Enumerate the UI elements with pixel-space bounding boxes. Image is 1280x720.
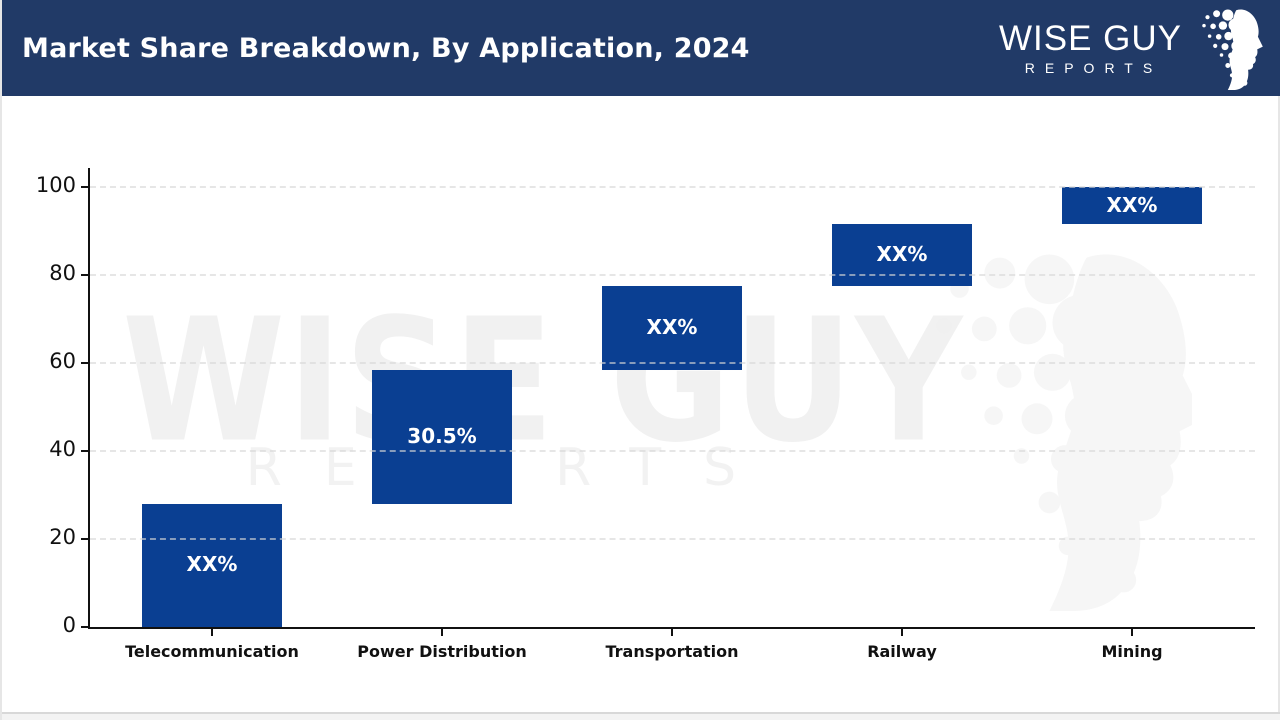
y-tick-mark	[81, 274, 88, 276]
wise-guy-logo: WISE GUY REPORTS	[999, 6, 1264, 90]
y-tick-label: 80	[49, 261, 76, 285]
logo-text: WISE GUY REPORTS	[998, 19, 1182, 77]
bar-value-label: XX%	[876, 242, 928, 267]
y-gridline	[90, 538, 1255, 540]
y-gridline	[90, 274, 1255, 276]
page-title: Market Share Breakdown, By Application, …	[22, 32, 750, 64]
y-tick-label: 100	[35, 173, 76, 197]
y-gridline	[90, 450, 1255, 452]
x-tick-mark	[671, 629, 673, 636]
y-tick-mark	[81, 186, 88, 188]
y-tick-mark	[81, 450, 88, 452]
x-tick-mark	[441, 629, 443, 636]
bar	[372, 369, 512, 504]
logo-wordmark: WISE GUY	[998, 19, 1182, 58]
x-tick-mark	[211, 629, 213, 636]
y-tick-label: 0	[62, 613, 76, 637]
y-tick-mark	[81, 538, 88, 540]
bar	[142, 503, 282, 627]
waterfall-chart: 0 20 40 60 80 100 XX% Telecommunication 30.5% Pow…	[36, 168, 1255, 661]
x-category-label: Transportation	[605, 642, 739, 661]
bar	[602, 286, 742, 370]
x-category-label: Power Distribution	[357, 642, 527, 661]
x-category-label: Mining	[1101, 642, 1163, 661]
y-tick-label: 40	[49, 437, 76, 461]
wise-guy-head-icon	[1202, 9, 1263, 90]
x-tick-mark	[1131, 629, 1133, 636]
y-axis-line	[88, 168, 90, 629]
x-category-label: Telecommunication	[125, 642, 299, 661]
bar-value-label: XX%	[186, 552, 238, 577]
logo-subtitle: REPORTS	[1024, 60, 1163, 76]
footer-strip	[2, 712, 1280, 720]
x-axis-line	[88, 627, 1255, 629]
bar-value-label: XX%	[646, 314, 698, 339]
header-band: Market Share Breakdown, By Application, …	[2, 0, 1280, 96]
y-gridline	[90, 362, 1255, 364]
bar-value-label: XX%	[1106, 192, 1158, 217]
y-tick-mark	[81, 626, 88, 628]
bar-value-label: 30.5%	[407, 423, 477, 448]
x-tick-mark	[901, 629, 903, 636]
bar	[1062, 187, 1202, 225]
y-tick-label: 60	[49, 349, 76, 373]
y-gridline	[90, 186, 1255, 188]
y-tick-mark	[81, 362, 88, 364]
x-category-label: Railway	[867, 642, 937, 661]
y-tick-label: 20	[49, 525, 76, 549]
